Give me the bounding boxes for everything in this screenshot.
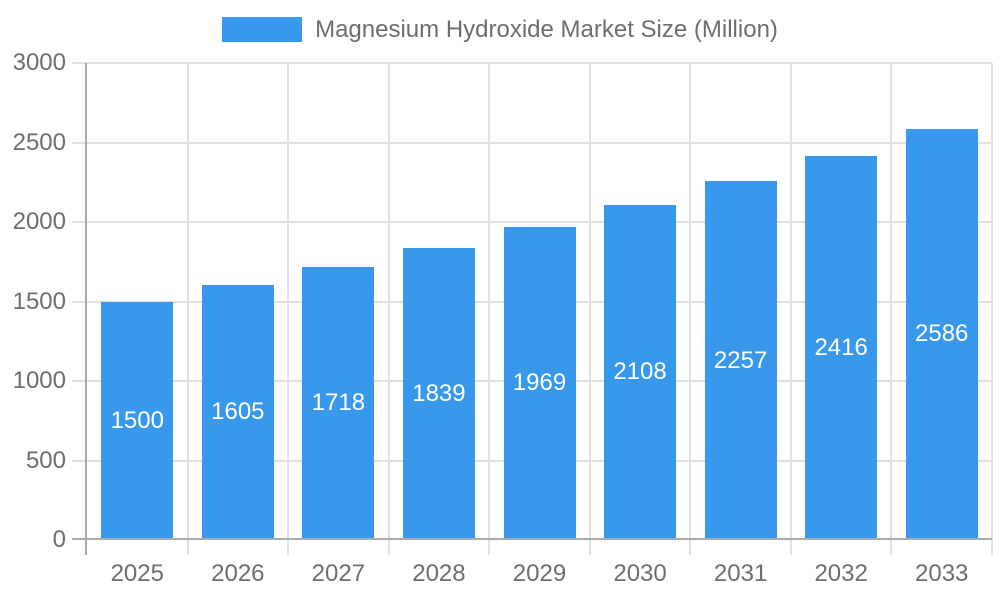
bar-2032[interactable]: 2416 [805,155,878,540]
bar-value-label: 2416 [814,333,868,361]
x-axis-tick [186,540,189,555]
y-axis-label: 2500 [12,128,66,156]
gridline-x [789,63,792,540]
x-axis-label: 2027 [311,560,366,587]
gridline-y [87,62,992,64]
gridline-x [890,63,893,540]
y-axis-tick [72,300,87,303]
y-axis-label: 0 [52,526,66,553]
y-axis-tick [72,221,87,223]
x-axis-label: 2033 [915,560,969,587]
bar-2033[interactable]: 2586 [905,128,978,540]
x-axis-tick [488,540,491,555]
bar-2029[interactable]: 1969 [503,226,576,540]
x-axis-tick [890,540,893,555]
bar-value-label: 2586 [915,320,969,348]
bar-2027[interactable]: 1718 [302,266,375,540]
bar-value-label: 1605 [211,398,265,426]
y-axis-label: 2000 [12,208,66,235]
y-axis-line [85,63,87,555]
y-axis-tick [72,62,87,64]
gridline-y [87,221,992,223]
x-axis-line [72,538,992,540]
y-axis-label: 3000 [12,49,66,76]
x-axis-label: 2031 [713,560,768,587]
x-axis-label: 2030 [613,560,667,587]
y-axis-tick [72,459,87,462]
legend-swatch-icon [222,17,303,42]
bar-value-label: 2108 [613,358,667,386]
bar-value-label: 1839 [412,379,466,407]
gridline-x [287,63,290,540]
x-axis-label: 2025 [110,560,164,587]
gridline-x [387,63,390,540]
bar-value-label: 1500 [110,406,164,434]
x-axis-tick [689,540,692,555]
gridline-x [689,63,692,540]
x-axis-label: 2026 [211,560,265,587]
x-axis-tick [991,540,993,555]
gridline-x [588,63,591,540]
bar-2026[interactable]: 1605 [201,284,274,540]
y-axis-label: 500 [25,446,66,474]
gridline-x [186,63,189,540]
x-axis-tick [287,540,290,555]
chart-legend[interactable]: Magnesium Hydroxide Market Size (Million… [0,17,1000,42]
x-axis-label: 2032 [814,560,868,587]
bar-value-label: 2257 [713,346,768,374]
y-axis-tick [72,141,87,144]
gridline-y [87,141,992,144]
x-axis-label: 2028 [412,560,466,587]
y-axis-label: 1000 [12,367,66,394]
legend-label: Magnesium Hydroxide Market Size (Million… [315,16,778,43]
y-axis-label: 1500 [12,287,66,315]
bar-value-label: 1718 [311,389,366,417]
bar-value-label: 1969 [512,369,567,397]
bar-2028[interactable]: 1839 [402,247,475,540]
y-axis-tick [72,380,87,382]
x-axis-tick [387,540,390,555]
gridline-x [488,63,491,540]
gridline-x [991,63,993,540]
x-axis-tick [588,540,591,555]
bar-2030[interactable]: 2108 [604,204,677,540]
bar-2025[interactable]: 1500 [101,301,174,540]
x-axis-label: 2029 [512,560,567,587]
x-axis-tick [789,540,792,555]
bar-2031[interactable]: 2257 [704,181,777,540]
